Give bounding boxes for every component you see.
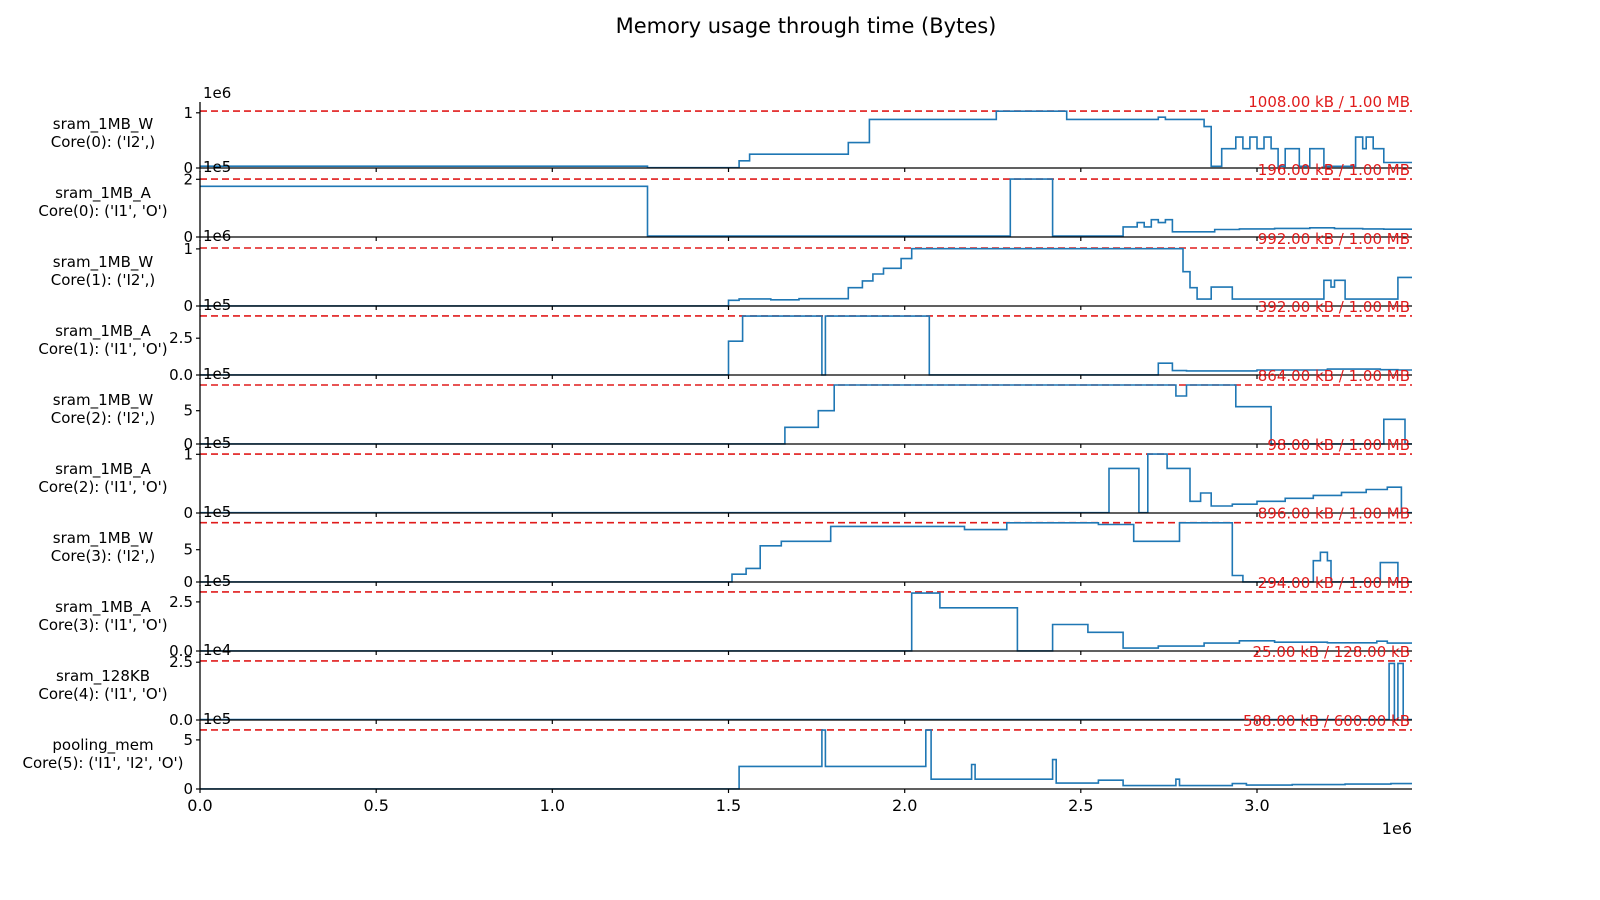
x-tick-label: 2.5 <box>1068 796 1093 815</box>
subplot-5-y-tick-label: 1 <box>183 445 193 463</box>
subplot-4-y-tick-label: 0 <box>183 435 193 453</box>
subplot-2-name-label: sram_1MB_W <box>53 253 154 272</box>
subplot-7-core-label: Core(3): ('I1', 'O') <box>38 616 167 634</box>
x-tick-label: 2.0 <box>892 796 917 815</box>
figure-title: Memory usage through time (Bytes) <box>615 14 997 38</box>
subplot-7-limit-label: 294.00 kB / 1.00 MB <box>1258 574 1410 592</box>
subplot-3-y-tick-label: 0.0 <box>169 366 193 384</box>
subplot-6-y-tick-label: 5 <box>183 541 193 559</box>
x-axis-offset-label: 1e6 <box>1382 819 1412 838</box>
subplot-4-name-label: sram_1MB_W <box>53 391 154 410</box>
subplot-1-limit-label: 196.00 kB / 1.00 MB <box>1258 161 1410 179</box>
subplot-1-series-line <box>200 178 1412 237</box>
subplot-3-core-label: Core(1): ('I1', 'O') <box>38 340 167 358</box>
subplot-5-name-label: sram_1MB_A <box>55 460 152 479</box>
subplot-3-name-label: sram_1MB_A <box>55 322 152 341</box>
subplot-4-y-tick-label: 5 <box>183 402 193 420</box>
subplot-9-limit-label: 588.00 kB / 600.00 kB <box>1243 712 1410 730</box>
subplot-8-y-tick-label: 2.5 <box>169 653 193 671</box>
subplot-2-y-tick-label: 0 <box>183 297 193 315</box>
subplot-8-y-tick-label: 0.0 <box>169 711 193 729</box>
subplot-5-series-line <box>200 453 1412 514</box>
subplot-8-series-line <box>200 662 1412 721</box>
subplot-6-limit-label: 896.00 kB / 1.00 MB <box>1258 505 1410 523</box>
subplot-3-series-line <box>200 315 1412 376</box>
subplot-8-limit-label: 25.00 kB / 128.00 kB <box>1252 643 1410 661</box>
subplot-6-name-label: sram_1MB_W <box>53 529 154 548</box>
subplot-0-y-tick-label: 1 <box>183 104 193 122</box>
subplot-2-y-scale-label: 1e6 <box>203 227 231 245</box>
subplot-0-series-line <box>200 110 1412 169</box>
subplot-8-y-scale-label: 1e4 <box>203 641 231 659</box>
subplot-6-series-line <box>200 522 1412 583</box>
x-tick-label: 0.5 <box>363 796 388 815</box>
subplot-1-name-label: sram_1MB_A <box>55 184 152 203</box>
subplot-5-y-scale-label: 1e5 <box>203 434 231 452</box>
subplot-2-limit-label: 992.00 kB / 1.00 MB <box>1258 230 1410 248</box>
subplot-0-name-label: sram_1MB_W <box>53 115 154 134</box>
subplot-4-limit-label: 864.00 kB / 1.00 MB <box>1258 367 1410 385</box>
x-tick-label: 1.0 <box>540 796 565 815</box>
subplot-5-y-tick-label: 0 <box>183 504 193 522</box>
subplot-9-y-tick-label: 5 <box>183 731 193 749</box>
subplot-9-core-label: Core(5): ('I1', 'I2', 'O') <box>22 754 183 772</box>
subplot-6-y-scale-label: 1e5 <box>203 503 231 521</box>
subplot-4-series-line <box>200 384 1412 445</box>
subplot-4-y-scale-label: 1e5 <box>203 365 231 383</box>
subplot-7-y-tick-label: 2.5 <box>169 593 193 611</box>
subplot-4-core-label: Core(2): ('I2',) <box>51 409 155 427</box>
subplot-6-core-label: Core(3): ('I2',) <box>51 547 155 565</box>
subplot-0-y-tick-label: 0 <box>183 159 193 177</box>
subplot-0-core-label: Core(0): ('I2',) <box>51 133 155 151</box>
subplot-3-limit-label: 392.00 kB / 1.00 MB <box>1258 298 1410 316</box>
subplot-7-y-tick-label: 0.0 <box>169 642 193 660</box>
subplot-2-series-line <box>200 247 1412 307</box>
subplot-9-series-line <box>200 729 1412 790</box>
subplot-2-y-tick-label: 1 <box>183 240 193 258</box>
subplot-3-y-scale-label: 1e5 <box>203 296 231 314</box>
subplot-6-y-tick-label: 0 <box>183 573 193 591</box>
subplot-9-name-label: pooling_mem <box>52 736 153 755</box>
subplot-1-y-tick-label: 0 <box>183 228 193 246</box>
x-tick-label: 0.0 <box>187 796 212 815</box>
subplot-7-series-line <box>200 592 1412 652</box>
x-tick-label: 3.0 <box>1244 796 1269 815</box>
subplot-1-core-label: Core(0): ('I1', 'O') <box>38 202 167 220</box>
subplot-1-y-tick-label: 2 <box>183 170 193 188</box>
subplot-9-y-scale-label: 1e5 <box>203 710 231 728</box>
subplot-1-y-scale-label: 1e5 <box>203 158 231 176</box>
x-tick-label: 1.5 <box>716 796 741 815</box>
subplot-0-y-scale-label: 1e6 <box>203 84 231 102</box>
subplot-8-name-label: sram_128KB <box>56 667 150 686</box>
subplot-2-core-label: Core(1): ('I2',) <box>51 271 155 289</box>
subplot-8-core-label: Core(4): ('I1', 'O') <box>38 685 167 703</box>
subplot-5-limit-label: 98.00 kB / 1.00 MB <box>1267 436 1410 454</box>
subplot-3-y-tick-label: 2.5 <box>169 329 193 347</box>
subplot-7-y-scale-label: 1e5 <box>203 572 231 590</box>
subplot-7-name-label: sram_1MB_A <box>55 598 152 617</box>
subplot-5-core-label: Core(2): ('I1', 'O') <box>38 478 167 496</box>
subplot-0-limit-label: 1008.00 kB / 1.00 MB <box>1248 93 1410 111</box>
subplot-9-y-tick-label: 0 <box>183 780 193 798</box>
